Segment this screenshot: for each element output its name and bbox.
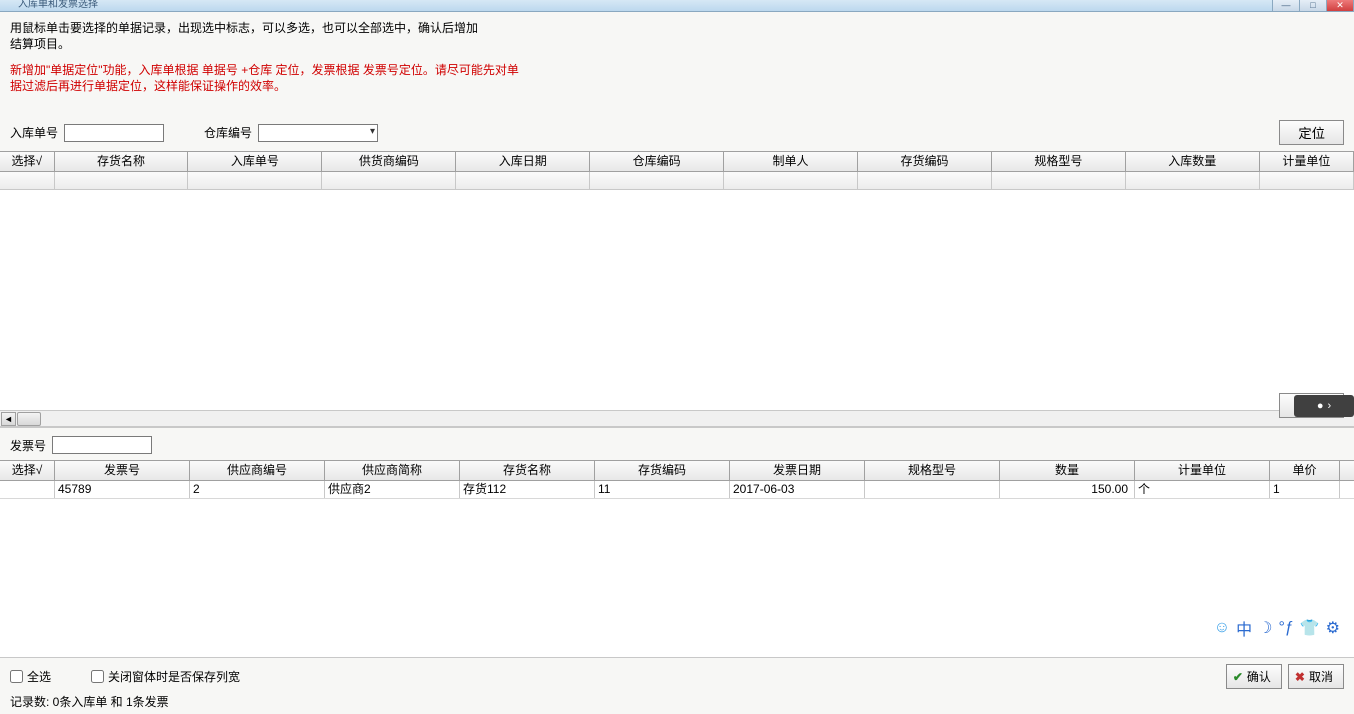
record-count: 记录数: 0条入库单 和 1条发票 <box>10 693 1344 710</box>
instruction-red-2: 据过滤后再进行单据定位，这样能保证操作的效率。 <box>10 78 1344 94</box>
x-icon: ✖ <box>1295 670 1305 684</box>
warehouse-label: 仓库编号 <box>204 124 252 141</box>
select-all-label: 全选 <box>27 668 51 685</box>
ime-dot-icon: ● <box>1317 400 1324 412</box>
cell-unit: 个 <box>1135 481 1270 498</box>
table-row[interactable]: 457892供应商2存货112112017-06-03 150.00个1 <box>0 481 1354 499</box>
upper-col-header[interactable]: 入库日期 <box>456 152 590 171</box>
window-title: 入库单和发票选择 <box>18 0 98 10</box>
cell-invdate: 2017-06-03 <box>730 481 865 498</box>
moon-icon[interactable]: ☽ <box>1258 618 1272 638</box>
scroll-left-icon[interactable]: ◄ <box>1 412 16 426</box>
lower-col-header[interactable]: 存货名称 <box>460 461 595 480</box>
select-all-input[interactable] <box>10 670 23 683</box>
cell-supcode: 2 <box>190 481 325 498</box>
lower-col-header[interactable]: 存货编码 <box>595 461 730 480</box>
lower-col-header[interactable]: 发票日期 <box>730 461 865 480</box>
upper-empty-cell <box>0 172 55 189</box>
upper-grid-empty-row <box>0 172 1354 190</box>
docno-input[interactable] <box>64 124 164 142</box>
tray-icons: ☺ 中 ☽ °ƒ 👕 ⚙ <box>1214 616 1340 640</box>
upper-empty-cell <box>992 172 1126 189</box>
invno-input[interactable] <box>52 436 152 454</box>
upper-col-header[interactable]: 规格型号 <box>992 152 1126 171</box>
instruction-red-1: 新增加"单据定位"功能，入库单根据 单据号 +仓库 定位，发票根据 发票号定位。… <box>10 62 1344 78</box>
lower-filter-bar: 发票号 <box>0 427 1354 461</box>
cell-invcode: 11 <box>595 481 730 498</box>
maximize-button[interactable]: □ <box>1299 0 1327 12</box>
cell-qty: 150.00 <box>1000 481 1135 498</box>
lower-col-header[interactable]: 选择√ <box>0 461 55 480</box>
instructions: 用鼠标单击要选择的单据记录，出现选中标志，可以多选，也可以全部选中，确认后增加 … <box>0 12 1354 98</box>
scroll-thumb[interactable] <box>17 412 41 426</box>
save-cols-label: 关闭窗体时是否保存列宽 <box>108 668 240 685</box>
ok-button[interactable]: ✔ 确认 <box>1226 664 1282 689</box>
gear-icon[interactable]: ⚙ <box>1326 618 1340 638</box>
upper-col-header[interactable]: 仓库编码 <box>590 152 724 171</box>
cell-supname: 供应商2 <box>325 481 460 498</box>
titlebar: 入库单和发票选择 — □ ✕ <box>0 0 1354 12</box>
lower-grid-header: 选择√发票号供应商编号供应商简称存货名称存货编码发票日期规格型号数量计量单位单价 <box>0 461 1354 481</box>
instruction-line-1: 用鼠标单击要选择的单据记录，出现选中标志，可以多选，也可以全部选中，确认后增加 <box>10 20 1344 36</box>
upper-empty-cell <box>590 172 724 189</box>
upper-col-header[interactable]: 入库单号 <box>188 152 322 171</box>
minimize-button[interactable]: — <box>1272 0 1300 12</box>
invno-label: 发票号 <box>10 437 46 454</box>
upper-col-header[interactable]: 制单人 <box>724 152 858 171</box>
docno-label: 入库单号 <box>10 124 58 141</box>
lower-col-header[interactable]: 计量单位 <box>1135 461 1270 480</box>
footer: 全选 关闭窗体时是否保存列宽 ✔ 确认 ✖ 取消 记录数: 0条入库单 和 1条… <box>0 657 1354 714</box>
cn-icon[interactable]: 中 <box>1236 616 1252 640</box>
upper-empty-cell <box>55 172 189 189</box>
upper-col-header[interactable]: 计量单位 <box>1260 152 1354 171</box>
cell-price: 1 <box>1270 481 1340 498</box>
upper-empty-cell <box>1126 172 1260 189</box>
upper-col-header[interactable]: 供货商编码 <box>322 152 456 171</box>
upper-col-header[interactable]: 存货名称 <box>55 152 189 171</box>
window-controls: — □ ✕ <box>1273 0 1354 12</box>
cell-select <box>0 481 55 498</box>
upper-filter-bar: 入库单号 仓库编号 定位 <box>0 98 1354 152</box>
instruction-line-2: 结算项目。 <box>10 36 1344 52</box>
upper-empty-cell <box>322 172 456 189</box>
upper-grid-header: 选择√存货名称入库单号供货商编码入库日期仓库编码制单人存货编码规格型号入库数量计… <box>0 152 1354 172</box>
upper-scrollbar[interactable]: ◄ <box>0 410 1354 427</box>
upper-empty-cell <box>456 172 590 189</box>
save-cols-checkbox[interactable]: 关闭窗体时是否保存列宽 <box>91 668 240 685</box>
upper-col-header[interactable]: 选择√ <box>0 152 55 171</box>
cancel-button[interactable]: ✖ 取消 <box>1288 664 1344 689</box>
lower-col-header[interactable]: 单价 <box>1270 461 1340 480</box>
save-cols-input[interactable] <box>91 670 104 683</box>
close-button[interactable]: ✕ <box>1326 0 1354 12</box>
warehouse-combo[interactable] <box>258 124 378 142</box>
upper-grid-body <box>0 190 1354 410</box>
comma-icon[interactable]: °ƒ <box>1278 619 1293 637</box>
ime-widget[interactable]: ● › <box>1294 395 1354 417</box>
mascot-icon[interactable]: ☺ <box>1214 619 1230 637</box>
lower-col-header[interactable]: 数量 <box>1000 461 1135 480</box>
upper-empty-cell <box>188 172 322 189</box>
cell-spec <box>865 481 1000 498</box>
ok-label: 确认 <box>1247 668 1271 685</box>
lower-col-header[interactable]: 供应商简称 <box>325 461 460 480</box>
locate-button-upper[interactable]: 定位 <box>1279 120 1344 145</box>
upper-empty-cell <box>724 172 858 189</box>
lower-col-header[interactable]: 供应商编号 <box>190 461 325 480</box>
cell-invname: 存货112 <box>460 481 595 498</box>
lower-grid-body: 457892供应商2存货112112017-06-03 150.00个1 <box>0 481 1354 681</box>
upper-empty-cell <box>1260 172 1354 189</box>
cancel-label: 取消 <box>1309 668 1333 685</box>
lower-col-header[interactable]: 发票号 <box>55 461 190 480</box>
cell-invno: 45789 <box>55 481 190 498</box>
select-all-checkbox[interactable]: 全选 <box>10 668 51 685</box>
shirt-icon[interactable]: 👕 <box>1300 618 1320 638</box>
check-icon: ✔ <box>1233 670 1243 684</box>
upper-empty-cell <box>858 172 992 189</box>
ime-arrow-icon: › <box>1327 400 1331 412</box>
upper-col-header[interactable]: 存货编码 <box>858 152 992 171</box>
upper-col-header[interactable]: 入库数量 <box>1126 152 1260 171</box>
lower-col-header[interactable]: 规格型号 <box>865 461 1000 480</box>
